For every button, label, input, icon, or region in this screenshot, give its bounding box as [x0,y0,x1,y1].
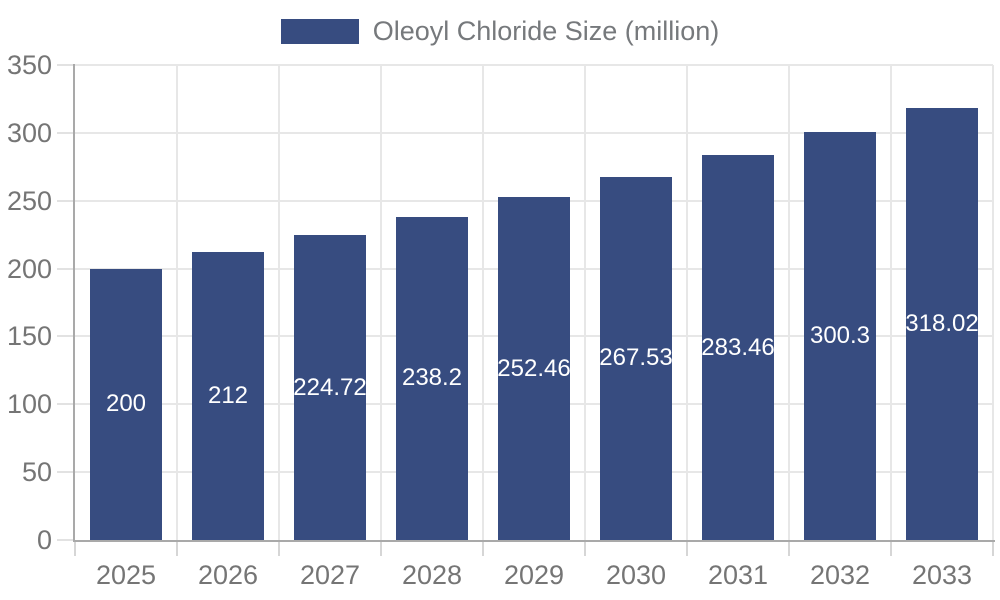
legend: Oleoyl Chloride Size (million) [0,16,1000,47]
bar: 318.02 [905,108,979,540]
legend-item[interactable]: Oleoyl Chloride Size (million) [280,16,720,47]
bar: 300.3 [804,132,876,540]
bar: 212 [192,252,264,540]
x-axis-tick-label: 2025 [95,560,157,590]
bar-value-label: 238.2 [401,364,463,392]
grid-line-vertical [584,65,586,540]
x-axis-tick-label: 2030 [605,560,667,590]
x-axis-tick [176,540,178,556]
y-axis-tick-label: 50 [21,457,52,488]
x-axis-tick [380,540,382,556]
bar: 224.72 [293,235,367,540]
bar-value-label: 318.02 [905,310,979,338]
grid-line-vertical [890,65,892,540]
legend-label: Oleoyl Chloride Size (million) [372,16,720,46]
bar: 200 [90,268,162,540]
bar-value-label: 212 [207,382,249,410]
y-axis-tick-label: 250 [6,185,52,216]
y-axis-tick-label: 150 [6,321,52,352]
x-axis-line [73,540,995,542]
grid-line-vertical [482,65,484,540]
grid-line-horizontal [75,131,993,134]
bar-value-label: 200 [105,390,147,418]
x-axis-tick [788,540,790,556]
grid-line-vertical [686,65,688,540]
x-axis-tick-label: 2032 [809,560,871,590]
bar: 238.2 [396,216,468,540]
y-axis-tick [57,64,73,66]
x-axis-tick [992,540,994,556]
x-axis-tick-label: 2028 [401,560,463,590]
x-axis-tick [890,540,892,556]
bar-value-label: 267.53 [599,344,673,372]
y-axis-tick [57,539,73,541]
y-axis-tick [57,267,73,270]
legend-swatch [280,19,359,44]
bar-value-label: 224.72 [293,373,367,401]
grid-line-vertical [380,65,382,540]
grid-line-vertical [788,65,790,540]
y-axis-tick-label: 200 [6,253,52,284]
x-axis-tick [482,540,484,556]
x-axis-tick-label: 2033 [911,560,973,590]
y-axis-tick [57,471,73,474]
y-axis-tick [57,403,73,406]
y-axis-tick [57,199,73,202]
x-axis-tick [278,540,280,556]
plot-area: 0 50 100 150 200 250 300 350 2025 2026 2027 2028 202… [7,50,995,590]
x-axis-tick [74,540,76,556]
grid-line-vertical [176,65,178,540]
bar: 252.46 [497,197,571,540]
bar-value-label: 252.46 [497,354,571,382]
y-axis-tick-label: 300 [6,117,52,148]
x-axis-tick-label: 2029 [503,560,565,590]
x-axis-tick-label: 2026 [197,560,259,590]
grid-line-vertical [992,65,994,540]
x-axis-tick [686,540,688,556]
grid-line-horizontal [75,64,993,66]
bar: 267.53 [599,176,673,540]
x-axis-tick-label: 2027 [299,560,361,590]
bar: 283.46 [701,155,775,540]
grid-line-vertical [278,65,280,540]
y-axis-tick [57,335,73,338]
y-axis-line [73,64,75,540]
y-axis-tick-label: 100 [6,389,52,420]
y-axis-tick [57,131,73,134]
y-axis-tick-label: 0 [36,525,52,555]
bar-value-label: 300.3 [809,322,871,350]
x-axis-tick-label: 2031 [707,560,769,590]
y-axis-tick-label: 350 [6,50,52,80]
x-axis-tick [584,540,586,556]
bar-value-label: 283.46 [701,333,775,361]
